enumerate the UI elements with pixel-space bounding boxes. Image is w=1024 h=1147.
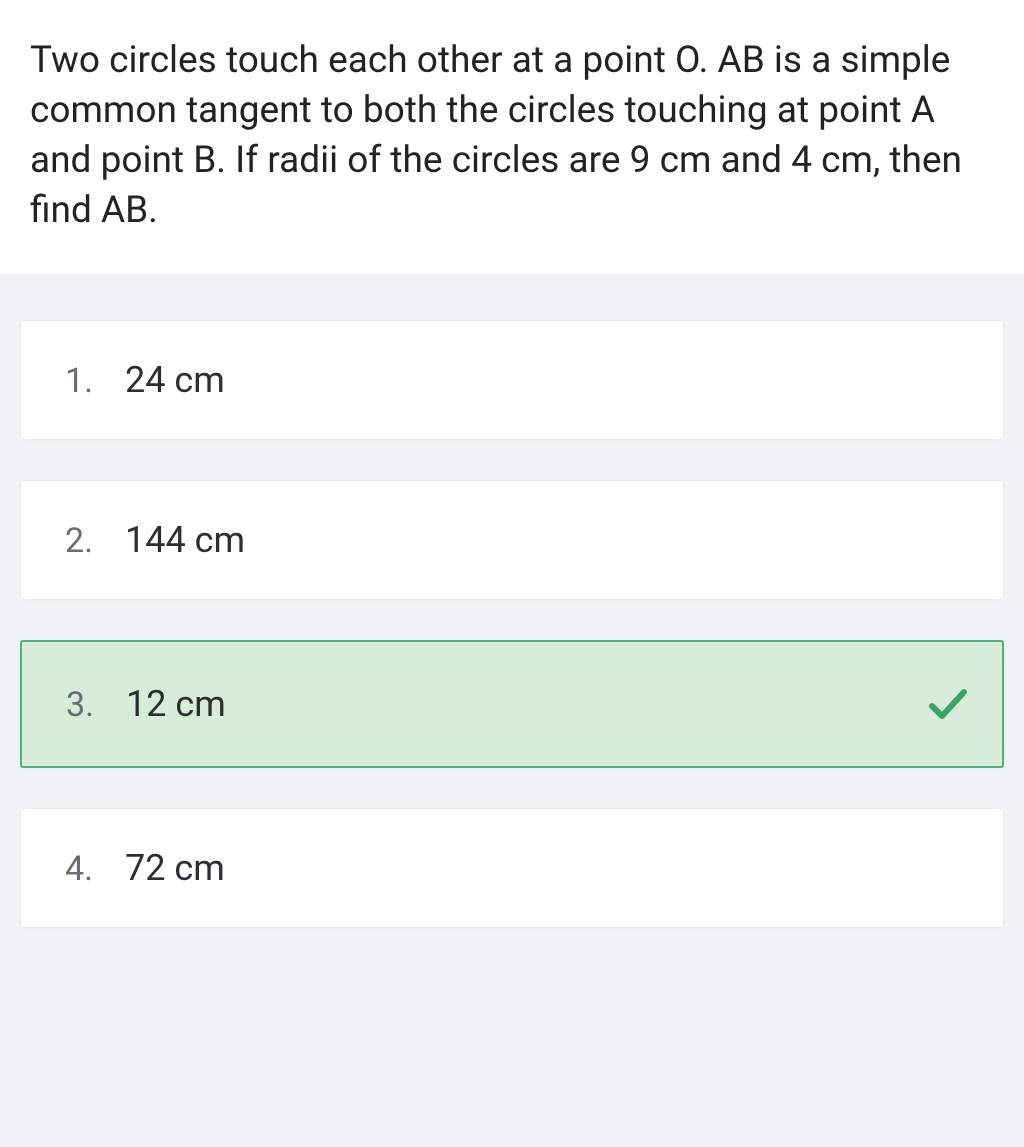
option-3[interactable]: 3. 12 cm	[20, 640, 1004, 768]
option-content: 1. 24 cm	[65, 359, 225, 401]
option-label: 72 cm	[125, 847, 225, 889]
option-number: 1.	[65, 361, 99, 401]
option-number: 2.	[65, 521, 99, 561]
option-content: 2. 144 cm	[65, 519, 245, 561]
option-content: 3. 12 cm	[66, 683, 226, 725]
question-text: Two circles touch each other at a point …	[30, 36, 994, 236]
option-content: 4. 72 cm	[65, 847, 225, 889]
option-1[interactable]: 1. 24 cm	[20, 320, 1004, 440]
option-number: 4.	[65, 849, 99, 889]
option-label: 24 cm	[125, 359, 225, 401]
option-number: 3.	[66, 685, 100, 725]
option-2[interactable]: 2. 144 cm	[20, 480, 1004, 600]
check-icon	[924, 680, 972, 728]
option-label: 12 cm	[126, 683, 226, 725]
option-label: 144 cm	[125, 519, 245, 561]
question-block: Two circles touch each other at a point …	[0, 0, 1024, 274]
options-list: 1. 24 cm 2. 144 cm 3. 12 cm 4. 72 cm	[0, 274, 1024, 988]
option-4[interactable]: 4. 72 cm	[20, 808, 1004, 928]
